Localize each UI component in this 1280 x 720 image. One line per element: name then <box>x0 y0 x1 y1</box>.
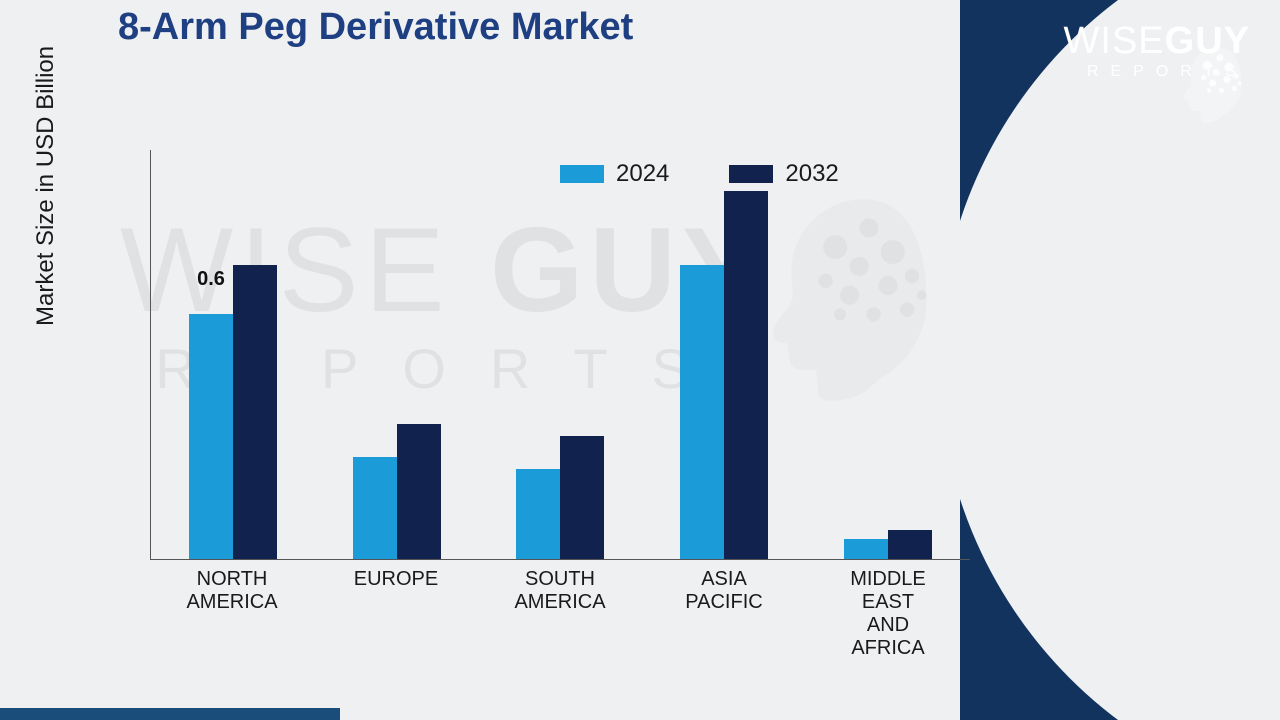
bar <box>844 539 888 559</box>
bar <box>680 265 724 559</box>
bar-group <box>806 150 970 559</box>
bar-groups: 0.6 <box>151 150 970 559</box>
bar <box>560 436 604 559</box>
x-axis-labels: NORTHAMERICAEUROPESOUTHAMERICAASIAPACIFI… <box>150 564 970 670</box>
plot-region: 0.6 <box>150 150 970 560</box>
x-axis-category: MIDDLEEASTANDAFRICA <box>806 564 970 670</box>
bar <box>888 530 932 559</box>
bar <box>724 191 768 559</box>
bar <box>233 265 277 559</box>
chart-area: Market Size in USD Billion 0.6 NORTHAMER… <box>70 150 970 670</box>
bar-group <box>315 150 479 559</box>
bar-group <box>642 150 806 559</box>
y-axis-label: Market Size in USD Billion <box>32 46 60 326</box>
bar <box>353 457 397 559</box>
brain-head-icon <box>1164 40 1254 130</box>
bar-value-label: 0.6 <box>197 268 225 291</box>
bottom-accent-bar <box>0 708 340 720</box>
x-axis-category: SOUTHAMERICA <box>478 564 642 670</box>
chart-title: 8-Arm Peg Derivative Market <box>118 6 633 49</box>
x-axis-category: EUROPE <box>314 564 478 670</box>
bar <box>516 469 560 559</box>
brand-logo: WISEGUY REPORTS <box>1064 22 1250 80</box>
bar-group: 0.6 <box>151 150 315 559</box>
bar <box>189 314 233 559</box>
bar <box>397 424 441 559</box>
x-axis-category: ASIAPACIFIC <box>642 564 806 670</box>
bar-group <box>479 150 643 559</box>
canvas: WISEGUY REPORTS WISE GUY REPORTS 8-Arm P… <box>0 0 1280 720</box>
brand-text-1a: WISE <box>1064 20 1165 62</box>
x-axis-category: NORTHAMERICA <box>150 564 314 670</box>
